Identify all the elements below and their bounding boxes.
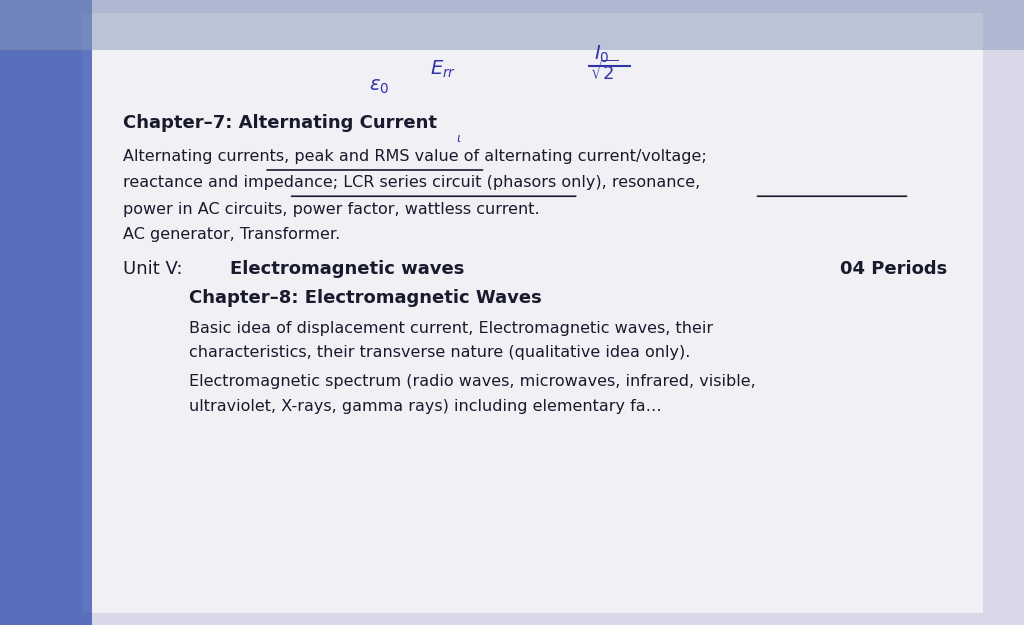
Text: reactance and impedance; LCR series circuit (phasors only), resonance,: reactance and impedance; LCR series circ…: [123, 176, 700, 191]
Text: Basic idea of displacement current, Electromagnetic waves, their: Basic idea of displacement current, Elec…: [189, 321, 714, 336]
Text: Electromagnetic spectrum (radio waves, microwaves, infrared, visible,: Electromagnetic spectrum (radio waves, m…: [189, 374, 756, 389]
Text: Chapter–7: Alternating Current: Chapter–7: Alternating Current: [123, 114, 437, 132]
Text: $\varepsilon_0$: $\varepsilon_0$: [369, 78, 389, 96]
FancyBboxPatch shape: [82, 12, 983, 612]
Text: 04 Periods: 04 Periods: [840, 260, 947, 278]
Text: power in AC circuits, power factor, wattless current.: power in AC circuits, power factor, watt…: [123, 202, 540, 217]
Text: ultraviolet, X-rays, gamma rays) including elementary fa…: ultraviolet, X-rays, gamma rays) includi…: [189, 399, 663, 414]
Text: characteristics, their transverse nature (qualitative idea only).: characteristics, their transverse nature…: [189, 346, 691, 361]
FancyBboxPatch shape: [0, 0, 92, 625]
Text: Unit V:: Unit V:: [123, 260, 182, 278]
FancyBboxPatch shape: [0, 0, 1024, 50]
Text: $E_{rr}$: $E_{rr}$: [430, 59, 457, 80]
Text: Electromagnetic waves: Electromagnetic waves: [230, 260, 465, 278]
Text: Alternating currents, peak and RMS value of alternating current/voltage;: Alternating currents, peak and RMS value…: [123, 149, 707, 164]
Text: $\iota$: $\iota$: [456, 132, 461, 145]
Text: AC generator, Transformer.: AC generator, Transformer.: [123, 227, 340, 242]
Text: $\sqrt{2}$: $\sqrt{2}$: [590, 60, 618, 84]
Text: $I_0$: $I_0$: [594, 43, 609, 64]
Text: Chapter–8: Electromagnetic Waves: Chapter–8: Electromagnetic Waves: [189, 289, 542, 307]
